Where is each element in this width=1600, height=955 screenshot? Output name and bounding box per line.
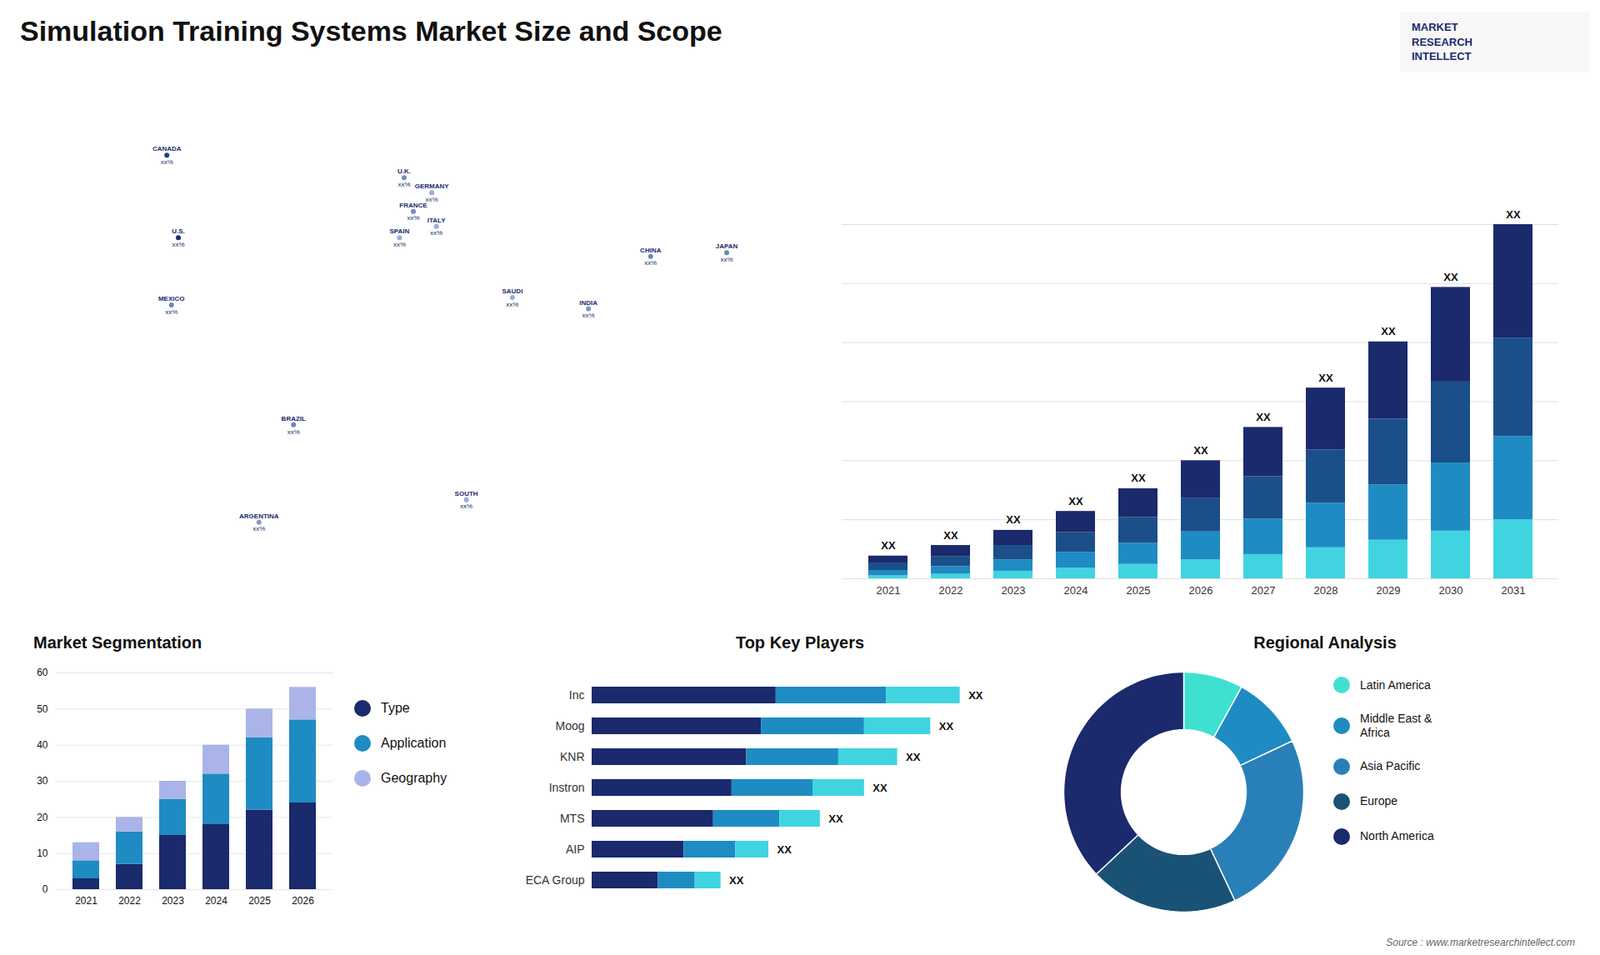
html-text:Europe: Europe: [1360, 794, 1398, 808]
svg-text:xx%: xx%: [171, 240, 185, 249]
html-text:Simulation Training Systems Ma: Simulation Training Systems Market Size …: [20, 15, 723, 47]
svg-text:xx%: xx%: [505, 300, 519, 309]
svg-text:Inc: Inc: [569, 688, 585, 702]
svg-text:2031: 2031: [1501, 584, 1526, 597]
svg-text:0: 0: [42, 883, 49, 895]
svg-text:2021: 2021: [876, 584, 901, 597]
html-text:Application: Application: [380, 736, 447, 751]
svg-text:ARGENTINA: ARGENTINA: [239, 512, 280, 520]
svg-text:AIP: AIP: [565, 842, 585, 856]
svg-text:XX: XX: [968, 689, 984, 702]
svg-text:xx%: xx%: [406, 214, 420, 222]
svg-text:XX: XX: [905, 750, 921, 764]
svg-text:U.S.: U.S.: [171, 227, 185, 235]
svg-text:2022: 2022: [118, 895, 141, 907]
svg-text:xx%: xx%: [397, 180, 410, 189]
html-text:INTELLECT: INTELLECT: [1411, 50, 1472, 63]
svg-text:2023: 2023: [1001, 584, 1026, 597]
html-text:Latin America: Latin America: [1360, 678, 1431, 692]
svg-text:2026: 2026: [1189, 584, 1214, 597]
svg-text:Instron: Instron: [549, 780, 585, 795]
svg-text:xx%: xx%: [160, 158, 174, 166]
svg-text:60: 60: [36, 666, 49, 679]
svg-text:2026: 2026: [291, 895, 315, 907]
svg-text:2021: 2021: [75, 895, 98, 907]
html-text:Asia Pacific: Asia Pacific: [1360, 759, 1421, 773]
svg-text:xx%: xx%: [460, 502, 473, 510]
svg-text:2025: 2025: [248, 895, 271, 907]
svg-text:2024: 2024: [205, 895, 228, 907]
svg-text:XX: XX: [1005, 513, 1021, 526]
svg-text:MTS: MTS: [560, 811, 585, 825]
svg-text:ITALY: ITALY: [427, 216, 446, 225]
svg-text:XX: XX: [1505, 208, 1521, 221]
html-text:Geography: Geography: [380, 771, 447, 786]
html-text:RESEARCH: RESEARCH: [1411, 35, 1473, 48]
svg-text:XX: XX: [1193, 444, 1209, 457]
svg-text:10: 10: [36, 847, 49, 860]
svg-text:U.K.: U.K.: [397, 167, 411, 175]
svg-text:xx%: xx%: [430, 229, 443, 237]
html-text:Type: Type: [380, 701, 410, 716]
svg-text:XX: XX: [1380, 325, 1396, 338]
svg-text:XX: XX: [1255, 410, 1271, 424]
html-text:Market Segmentation: Market Segmentation: [33, 633, 202, 652]
html-text:Top Key Players: Top Key Players: [735, 633, 865, 652]
svg-text:CANADA: CANADA: [152, 145, 182, 153]
svg-text:XX: XX: [1318, 371, 1334, 385]
svg-text:KNR: KNR: [560, 750, 585, 764]
svg-text:SPAIN: SPAIN: [390, 227, 410, 235]
html-text:Source : www.marketresearchint: Source : www.marketresearchintellect.com: [1386, 936, 1575, 949]
svg-text:SAUDI: SAUDI: [501, 287, 523, 295]
svg-text:xx%: xx%: [393, 240, 406, 249]
svg-text:xx%: xx%: [582, 311, 595, 320]
svg-text:INDIA: INDIA: [579, 299, 598, 307]
svg-text:50: 50: [36, 703, 49, 715]
html-text:Regional Analysis: Regional Analysis: [1253, 633, 1397, 652]
svg-text:2027: 2027: [1251, 584, 1276, 597]
html-text:MARKET: MARKET: [1411, 20, 1458, 34]
svg-text:XX: XX: [880, 539, 896, 552]
svg-text:2023: 2023: [161, 895, 185, 907]
svg-text:2022: 2022: [939, 584, 964, 597]
svg-text:Moog: Moog: [555, 719, 585, 733]
svg-text:XX: XX: [1068, 495, 1084, 508]
svg-text:2030: 2030: [1439, 584, 1464, 597]
svg-text:2028: 2028: [1314, 584, 1339, 597]
svg-text:CHINA: CHINA: [640, 246, 662, 255]
svg-text:MEXICO: MEXICO: [158, 295, 185, 303]
svg-text:xx%: xx%: [287, 428, 300, 436]
html-text:North America: North America: [1360, 829, 1434, 843]
svg-text:40: 40: [36, 739, 49, 751]
svg-text:JAPAN: JAPAN: [715, 242, 739, 250]
svg-text:xx%: xx%: [720, 255, 733, 264]
svg-text:XX: XX: [872, 781, 888, 795]
svg-text:XX: XX: [828, 812, 844, 825]
svg-text:XX: XX: [1130, 471, 1146, 485]
svg-text:GERMANY: GERMANY: [415, 182, 450, 190]
svg-text:30: 30: [36, 775, 49, 787]
svg-text:SOUTH: SOUTH: [455, 490, 479, 498]
svg-text:XX: XX: [939, 720, 955, 733]
svg-text:XX: XX: [777, 843, 793, 856]
svg-text:BRAZIL: BRAZIL: [281, 415, 306, 423]
svg-text:XX: XX: [943, 529, 959, 542]
svg-text:XX: XX: [729, 874, 745, 887]
svg-text:2029: 2029: [1376, 584, 1401, 597]
svg-text:xx%: xx%: [425, 195, 439, 204]
svg-text:2025: 2025: [1126, 584, 1151, 597]
svg-text:xx%: xx%: [165, 308, 178, 316]
html-text:Middle East & Africa: Middle East & Africa: [1360, 711, 1432, 739]
svg-text:XX: XX: [1443, 270, 1459, 284]
svg-text:2024: 2024: [1064, 584, 1089, 597]
svg-text:20: 20: [36, 811, 49, 824]
svg-text:ECA Group: ECA Group: [525, 873, 585, 887]
svg-text:FRANCE: FRANCE: [399, 201, 428, 210]
svg-text:xx%: xx%: [644, 259, 657, 267]
svg-text:xx%: xx%: [252, 525, 265, 533]
